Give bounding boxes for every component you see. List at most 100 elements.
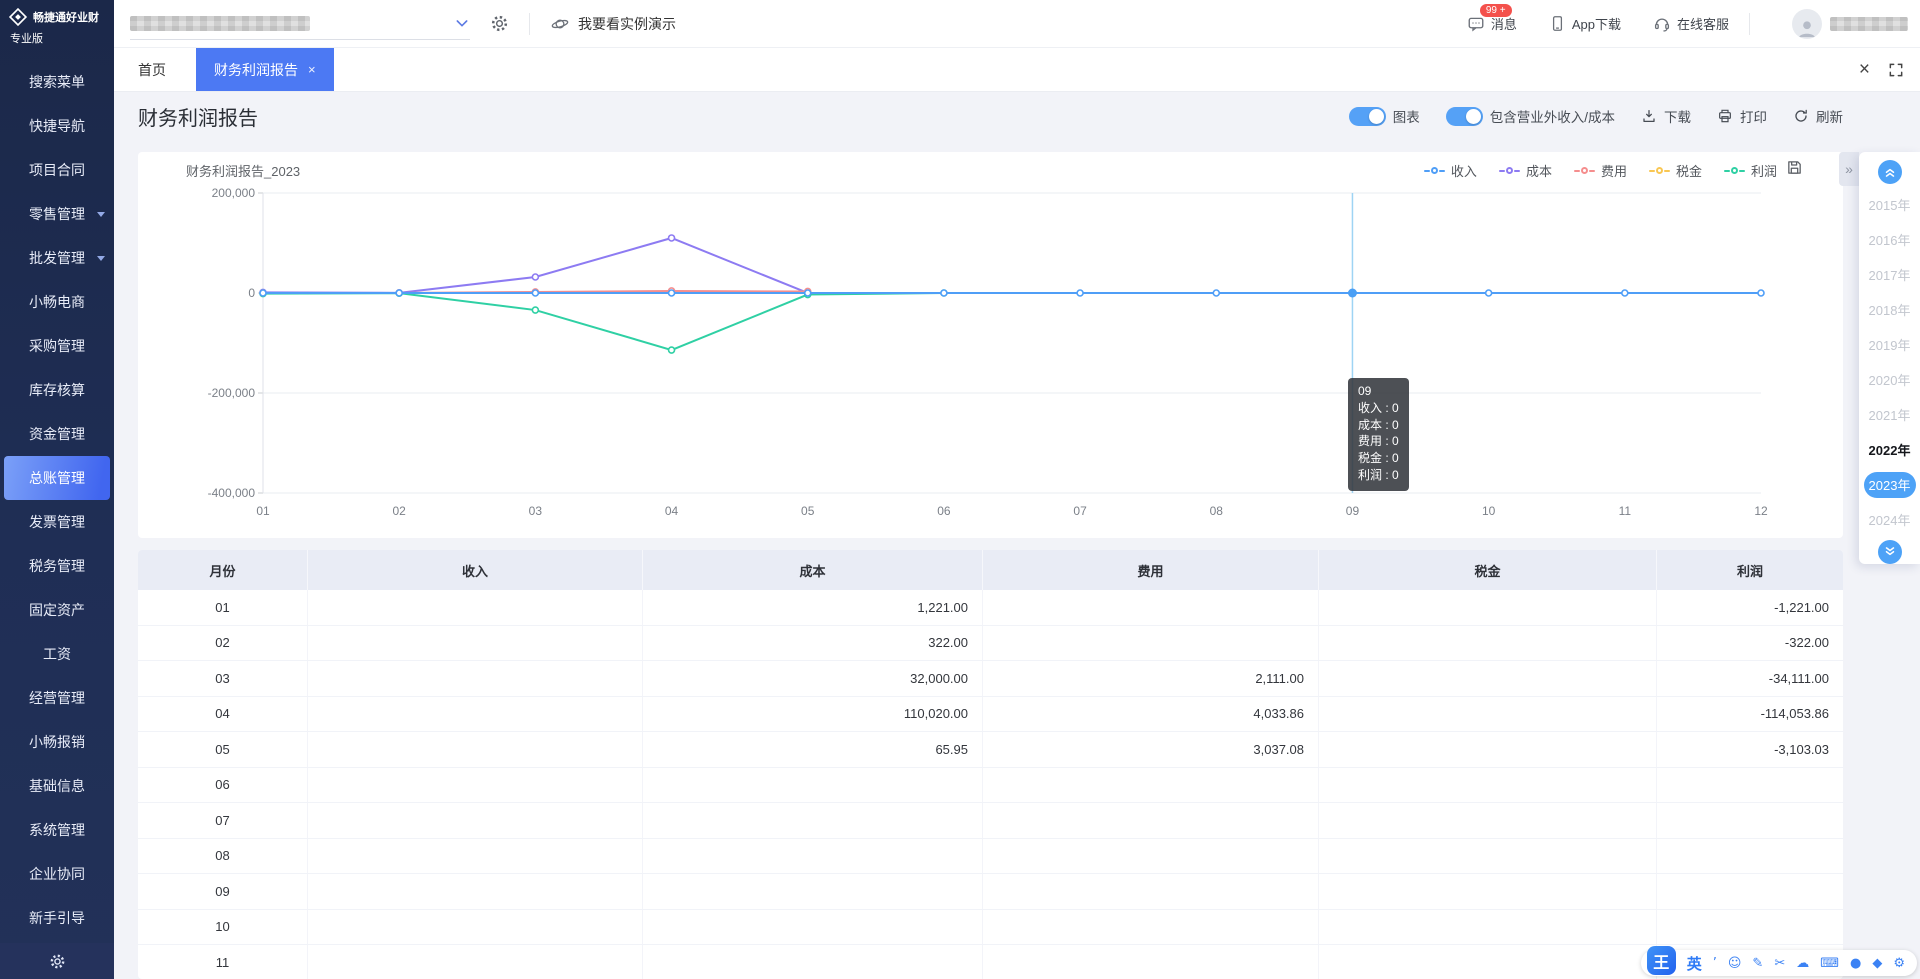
sidebar-item-总账管理[interactable]: 总账管理 [4,456,110,500]
year-item-2017年[interactable]: 2017年 [1868,268,1911,283]
year-item-2021年[interactable]: 2021年 [1868,408,1911,423]
series-point-收入[interactable] [803,289,812,297]
settings-gear-icon[interactable] [49,953,66,970]
sidebar-item-快捷导航[interactable]: 快捷导航 [4,104,110,148]
sidebar-item-库存核算[interactable]: 库存核算 [4,368,110,412]
year-item-2024年[interactable]: 2024年 [1868,513,1911,528]
year-item-2023年[interactable]: 2023年 [1863,471,1916,498]
table-row[interactable]: 11 [138,945,1843,979]
series-point-利润[interactable] [531,306,540,314]
table-row[interactable]: 10 [138,909,1843,945]
sidebar-item-零售管理[interactable]: 零售管理 [4,192,110,236]
legend-item-收入[interactable]: 收入 [1423,161,1477,180]
sidebar-item-搜索菜单[interactable]: 搜索菜单 [4,60,110,104]
company-selector[interactable] [130,8,470,40]
series-line-成本[interactable] [262,236,809,294]
sidebar-item-固定资产[interactable]: 固定资产 [4,588,110,632]
app-download-button[interactable]: App下载 [1549,14,1621,33]
pencil-icon[interactable]: ✎ [1752,955,1764,971]
table-row[interactable]: 05 65.95 3,037.08 -3,103.03 [138,732,1843,768]
ime-language-toggle[interactable]: 英 [1686,955,1702,973]
legend-item-费用[interactable]: 费用 [1573,161,1627,180]
gear-icon[interactable]: ⚙ [1893,955,1905,971]
series-point-收入[interactable] [1757,289,1765,297]
series-point-收入[interactable] [1212,289,1221,297]
table-row[interactable]: 08 [138,838,1843,874]
year-item-2015年[interactable]: 2015年 [1868,198,1911,213]
user-menu[interactable] [1792,8,1908,39]
sidebar-item-新手引导[interactable]: 新手引导 [4,896,110,940]
sidebar-item-企业协同[interactable]: 企业协同 [4,852,110,896]
series-point-收入[interactable] [1076,289,1084,297]
sidebar-item-项目合同[interactable]: 项目合同 [4,148,110,192]
series-point-收入[interactable] [667,289,676,297]
series-point-收入[interactable] [531,289,540,297]
scissors-icon[interactable]: ✂ [1774,955,1786,971]
sidebar-item-资金管理[interactable]: 资金管理 [4,412,110,456]
include-nonoperating-toggle[interactable]: 包含营业外收入/成本 [1445,106,1615,126]
year-item-2018年[interactable]: 2018年 [1868,303,1911,318]
cloud-icon[interactable]: ☁ [1796,955,1810,971]
ime-logo-button[interactable]: 王 [1646,946,1676,975]
legend-item-税金[interactable]: 税金 [1648,161,1702,180]
tab-close-icon[interactable] [308,62,316,77]
year-panel-collapse-handle[interactable] [1839,152,1859,186]
chart-toggle[interactable]: 图表 [1348,106,1420,126]
table-row[interactable]: 07 [138,803,1843,839]
shirt-icon[interactable]: ◆ [1872,955,1883,971]
series-line-利润[interactable] [262,292,944,352]
org-settings-gear-icon[interactable] [490,14,509,33]
table-row[interactable]: 03 32,000.00 2,111.00 -34,111.00 [138,661,1843,697]
year-item-2016年[interactable]: 2016年 [1868,233,1911,248]
table-row[interactable]: 04 110,020.00 4,033.86 -114,053.86 [138,696,1843,732]
year-item-2020年[interactable]: 2020年 [1868,373,1911,388]
sidebar-item-经营管理[interactable]: 经营管理 [4,676,110,720]
years-scroll-up-button[interactable] [1877,160,1902,184]
fullscreen-icon[interactable] [1888,62,1904,78]
sidebar-item-基础信息[interactable]: 基础信息 [4,764,110,808]
series-point-收入[interactable] [1621,289,1629,297]
sidebar-item-发票管理[interactable]: 发票管理 [4,500,110,544]
sidebar-item-小畅电商[interactable]: 小畅电商 [4,280,110,324]
online-support-button[interactable]: 在线客服 [1653,14,1729,33]
year-item-2019年[interactable]: 2019年 [1868,338,1911,353]
series-point-利润[interactable] [667,346,676,354]
series-point-收入[interactable] [940,289,948,297]
y-axis-label: 200,000 [212,186,256,200]
legend-item-利润[interactable]: 利润 [1723,161,1777,180]
table-row[interactable]: 02 322.00 -322.00 [138,625,1843,661]
series-point-成本[interactable] [531,273,540,281]
legend-item-成本[interactable]: 成本 [1498,161,1552,180]
sidebar-item-系统管理[interactable]: 系统管理 [4,808,110,852]
series-point-收入[interactable] [395,289,403,297]
table-row[interactable]: 01 1,221.00 -1,221.00 [138,590,1843,626]
series-point-收入[interactable] [1484,289,1493,297]
sidebar-item-税务管理[interactable]: 税务管理 [4,544,110,588]
sidebar-item-批发管理[interactable]: 批发管理 [4,236,110,280]
print-button[interactable]: 打印 [1717,106,1767,126]
demo-entry[interactable]: 我要看实例演示 [550,14,676,34]
toggle-on-icon[interactable] [1348,106,1386,126]
user-icon[interactable]: ● [1850,955,1862,971]
sidebar-item-小畅报销[interactable]: 小畅报销 [4,720,110,764]
table-row[interactable]: 06 [138,767,1843,803]
table-row[interactable]: 09 [138,874,1843,910]
sidebar-item-采购管理[interactable]: 采购管理 [4,324,110,368]
tab-profit-report[interactable]: 财务利润报告 [196,48,334,91]
refresh-button[interactable]: 刷新 [1793,106,1843,126]
years-scroll-down-button[interactable] [1877,540,1902,564]
smiley-icon[interactable]: ☺ [1727,955,1742,971]
year-item-2022年[interactable]: 2022年 [1868,443,1911,458]
messages-button[interactable]: 99 + 消息 [1467,3,1517,33]
download-button[interactable]: 下载 [1641,106,1691,126]
tab-home[interactable]: 首页 [114,48,190,91]
save-as-image-icon[interactable] [1786,159,1803,176]
toggle-on-icon[interactable] [1445,106,1483,126]
series-point-成本[interactable] [667,234,676,242]
comma-icon[interactable]: ’ [1712,955,1717,971]
sidebar-item-工资[interactable]: 工资 [4,632,110,676]
series-point-收入[interactable] [259,289,267,297]
close-all-icon[interactable] [1859,59,1870,81]
keyboard-icon[interactable]: ⌨ [1820,955,1839,971]
